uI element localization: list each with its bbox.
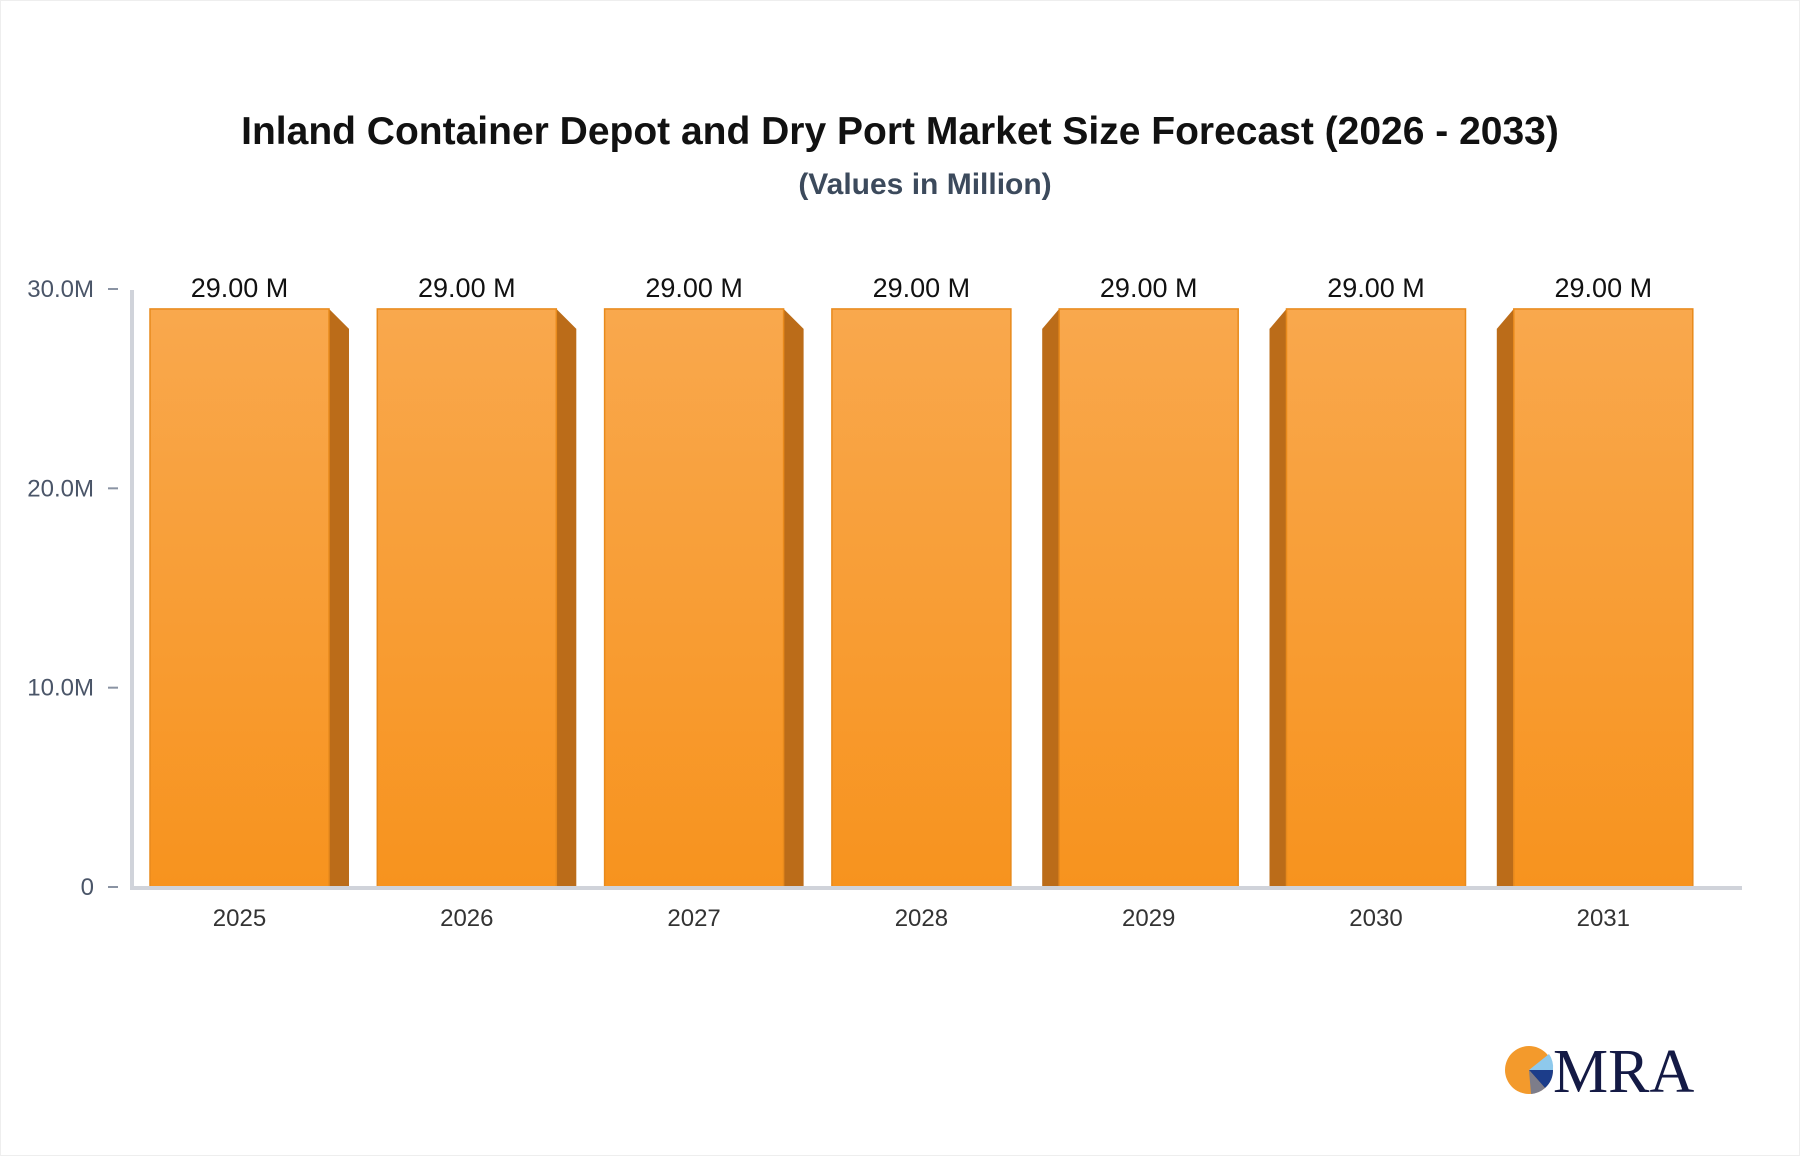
bar-side [1042, 308, 1060, 887]
bar-side [329, 308, 349, 887]
bar [149, 308, 330, 888]
bar [603, 308, 785, 888]
x-tick-label: 2031 [1577, 905, 1630, 932]
x-tick-label: 2030 [1349, 905, 1402, 932]
bar [376, 308, 558, 888]
y-tick-label: 30.0M [27, 276, 94, 303]
y-tick-label: 20.0M [27, 475, 94, 502]
y-tick-label: 10.0M [27, 675, 94, 702]
chart-subtitle: (Values in Million) [798, 168, 1052, 201]
bar [1513, 308, 1694, 888]
chart-title: Inland Container Depot and Dry Port Mark… [241, 110, 1559, 153]
y-tick-label: 0 [81, 874, 94, 901]
bar [1285, 308, 1467, 888]
bar-side [556, 308, 577, 887]
data-label: 29.00 M [191, 273, 289, 303]
bar [1058, 308, 1239, 888]
data-label: 29.00 M [1100, 273, 1198, 303]
mra-logo: MRA [1505, 1040, 1695, 1100]
x-tick-label: 2029 [1122, 905, 1175, 932]
bar-side [783, 308, 804, 887]
data-label: 29.00 M [1327, 273, 1425, 303]
data-label: 29.00 M [645, 273, 743, 303]
data-label: 29.00 M [1555, 273, 1653, 303]
bar-side [1269, 308, 1287, 887]
x-tick-label: 2026 [440, 905, 493, 932]
logo-text: MRA [1553, 1040, 1694, 1100]
bar-side [1496, 308, 1514, 887]
logo-pie-icon: MRA [1505, 1040, 1694, 1100]
x-tick-label: 2027 [667, 905, 720, 932]
data-label: 29.00 M [873, 273, 971, 303]
x-tick-label: 2028 [895, 905, 948, 932]
data-label: 29.00 M [418, 273, 516, 303]
bar [831, 308, 1012, 888]
x-tick-label: 2025 [213, 905, 266, 932]
